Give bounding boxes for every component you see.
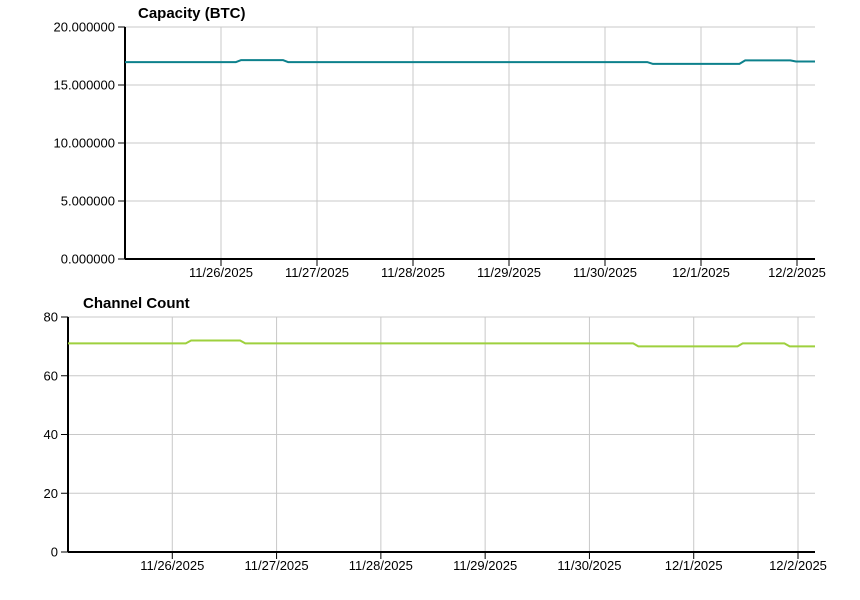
y-tick-label: 80 — [44, 310, 58, 325]
x-tick-label: 11/29/2025 — [477, 265, 541, 280]
x-tick-label: 12/2/2025 — [769, 558, 827, 573]
x-tick-label: 11/28/2025 — [349, 558, 413, 573]
x-tick-label: 11/26/2025 — [189, 265, 253, 280]
x-tick-label: 11/27/2025 — [245, 558, 309, 573]
y-tick-label: 40 — [44, 427, 58, 442]
x-tick-label: 11/27/2025 — [285, 265, 349, 280]
y-tick-label: 20.000000 — [54, 20, 115, 35]
y-tick-label: 5.000000 — [61, 194, 115, 209]
capacity-chart: 20.000000 15.000000 10.000000 5.000000 0.000… — [54, 20, 826, 281]
y-tick-label: 60 — [44, 368, 58, 383]
y-tick-label: 0 — [51, 545, 58, 560]
y-tick-label: 0.000000 — [61, 252, 115, 267]
capacity-chart-title: Capacity (BTC) — [138, 5, 246, 22]
x-tick-label: 11/29/2025 — [453, 558, 517, 573]
x-tick-label: 11/28/2025 — [381, 265, 445, 280]
y-tick-label: 10.000000 — [54, 136, 115, 151]
x-tick-label: 11/30/2025 — [557, 558, 621, 573]
x-tick-label: 11/30/2025 — [573, 265, 637, 280]
x-tick-label: 12/1/2025 — [665, 558, 723, 573]
capacity_btc-series-line — [125, 59, 815, 65]
x-tick-label: 11/26/2025 — [140, 558, 204, 573]
y-tick-label: 15.000000 — [54, 78, 115, 93]
channel_count-series-line — [68, 339, 815, 348]
channel-count-chart: 80 60 40 20 0 11/26/2025 11/27/2025 11/28/2025 1… — [44, 310, 827, 574]
x-tick-label: 12/2/2025 — [768, 265, 826, 280]
y-tick-label: 20 — [44, 486, 58, 501]
x-tick-label: 12/1/2025 — [672, 265, 730, 280]
channel-count-chart-title: Channel Count — [83, 295, 190, 312]
